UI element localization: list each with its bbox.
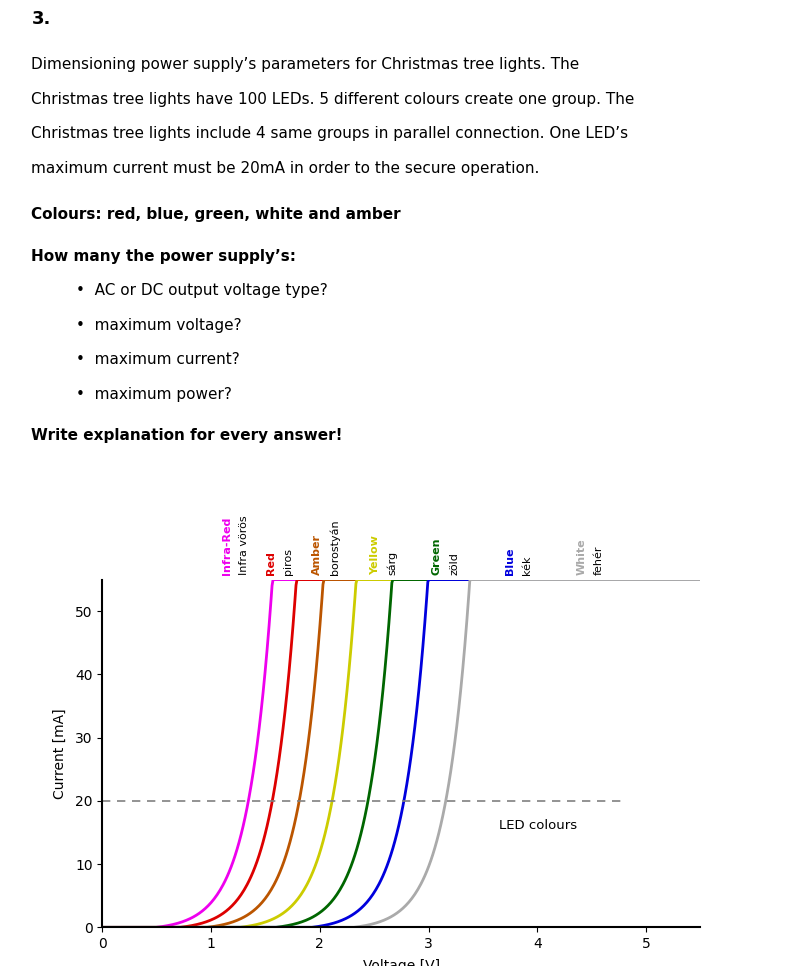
Y-axis label: Current [mA]: Current [mA] [53,708,67,799]
Text: Red: Red [266,551,275,575]
Text: Infra vörös: Infra vörös [239,515,249,575]
Text: Blue: Blue [505,548,515,575]
Text: •  maximum voltage?: • maximum voltage? [76,318,242,332]
Text: Christmas tree lights include 4 same groups in parallel connection. One LED’s: Christmas tree lights include 4 same gro… [31,127,629,141]
Text: fehér: fehér [594,545,604,575]
Text: Write explanation for every answer!: Write explanation for every answer! [31,428,343,443]
Text: Green: Green [432,537,442,575]
Text: sárg: sárg [387,551,397,575]
Text: 3.: 3. [31,10,51,28]
Text: How many the power supply’s:: How many the power supply’s: [31,248,297,264]
Text: Amber: Amber [312,534,323,575]
Text: White: White [577,538,586,575]
Text: Yellow: Yellow [370,535,380,575]
Text: maximum current must be 20mA in order to the secure operation.: maximum current must be 20mA in order to… [31,160,540,176]
Text: kék: kék [523,555,532,575]
Text: zöld: zöld [449,552,460,575]
Text: Colours: red, blue, green, white and amber: Colours: red, blue, green, white and amb… [31,207,401,222]
X-axis label: Voltage [V]: Voltage [V] [363,959,440,966]
Text: Dimensioning power supply’s parameters for Christmas tree lights. The: Dimensioning power supply’s parameters f… [31,57,580,72]
Text: Infra-Red: Infra-Red [222,517,232,575]
Text: piros: piros [283,548,293,575]
Text: LED colours: LED colours [499,818,578,832]
Text: •  maximum power?: • maximum power? [76,386,231,402]
Text: •  maximum current?: • maximum current? [76,353,239,367]
Text: Christmas tree lights have 100 LEDs. 5 different colours create one group. The: Christmas tree lights have 100 LEDs. 5 d… [31,92,635,106]
Text: •  AC or DC output voltage type?: • AC or DC output voltage type? [76,283,327,298]
Text: borostyán: borostyán [330,519,340,575]
